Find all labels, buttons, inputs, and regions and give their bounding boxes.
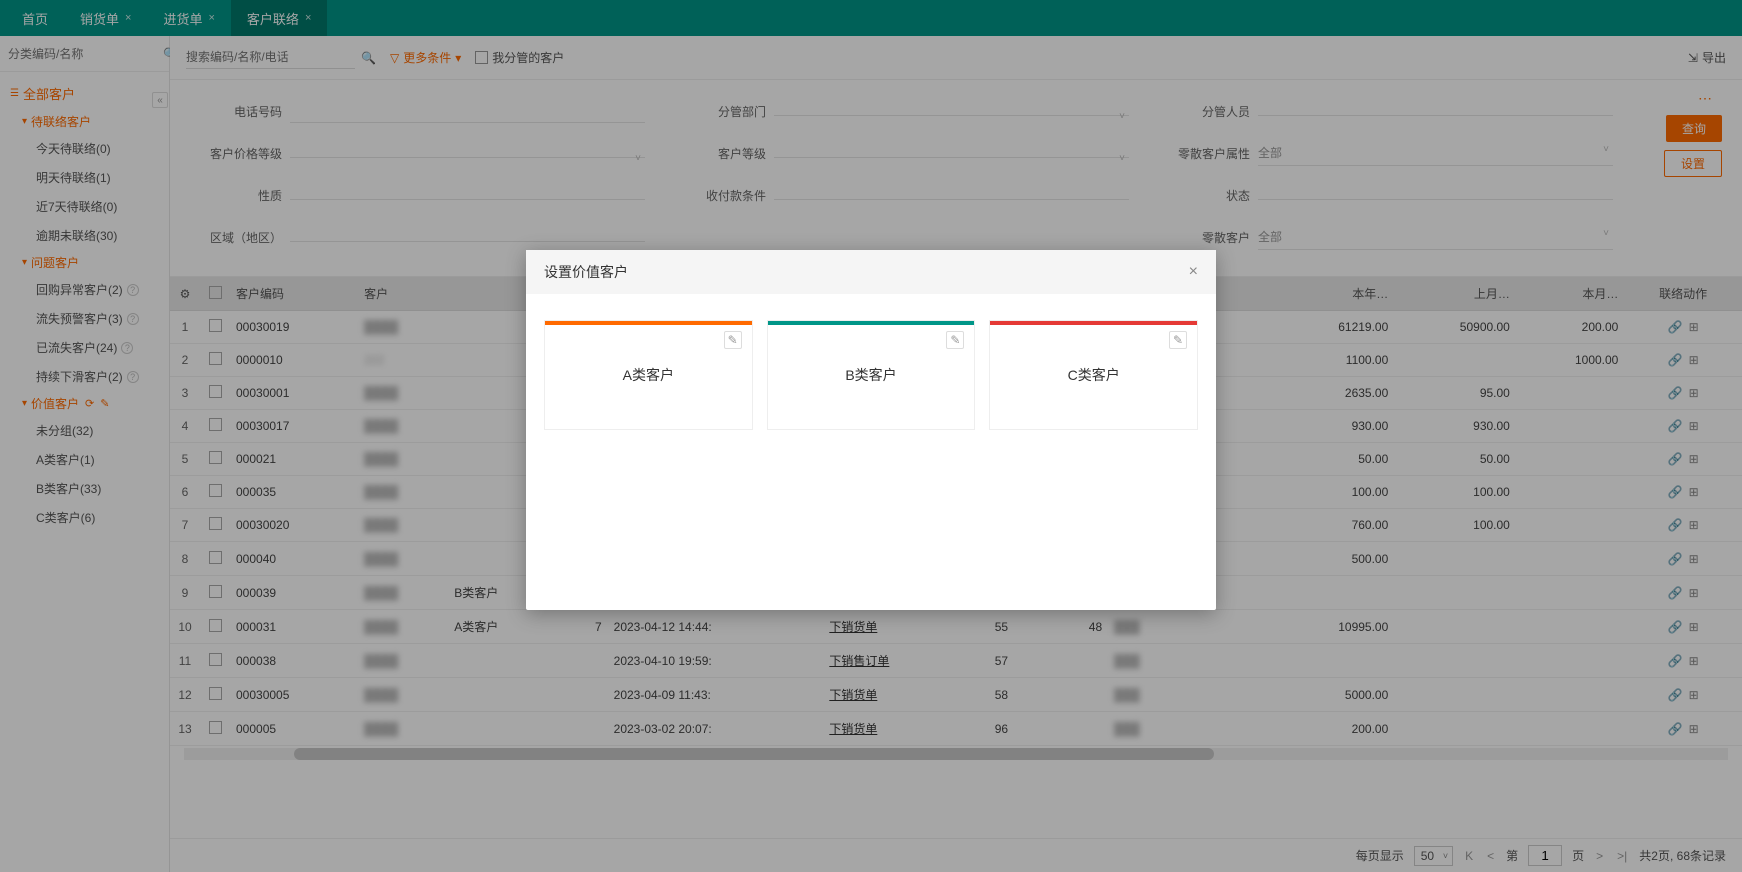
modal-head: 设置价值客户 ×	[526, 250, 1216, 294]
close-icon[interactable]: ×	[1189, 263, 1198, 281]
app-root: 首页 销货单× 进货单× 客户联络× 🔍 « ☰全部客户 ▾待联络客户 今天待联…	[0, 0, 1742, 872]
card-label: A类客户	[623, 365, 674, 385]
modal-overlay[interactable]: 设置价值客户 × ✎ A类客户 ✎ B类客户 ✎ C类客户	[0, 0, 1742, 872]
value-customer-modal: 设置价值客户 × ✎ A类客户 ✎ B类客户 ✎ C类客户	[526, 250, 1216, 610]
card-bar	[990, 321, 1197, 325]
edit-icon[interactable]: ✎	[724, 331, 742, 349]
card-bar	[768, 321, 975, 325]
modal-body: ✎ A类客户 ✎ B类客户 ✎ C类客户	[526, 294, 1216, 610]
edit-icon[interactable]: ✎	[946, 331, 964, 349]
card-c[interactable]: ✎ C类客户	[989, 320, 1198, 430]
card-label: C类客户	[1068, 365, 1120, 385]
card-b[interactable]: ✎ B类客户	[767, 320, 976, 430]
card-a[interactable]: ✎ A类客户	[544, 320, 753, 430]
edit-icon[interactable]: ✎	[1169, 331, 1187, 349]
card-bar	[545, 321, 752, 325]
modal-title: 设置价值客户	[544, 262, 628, 282]
card-label: B类客户	[845, 365, 896, 385]
